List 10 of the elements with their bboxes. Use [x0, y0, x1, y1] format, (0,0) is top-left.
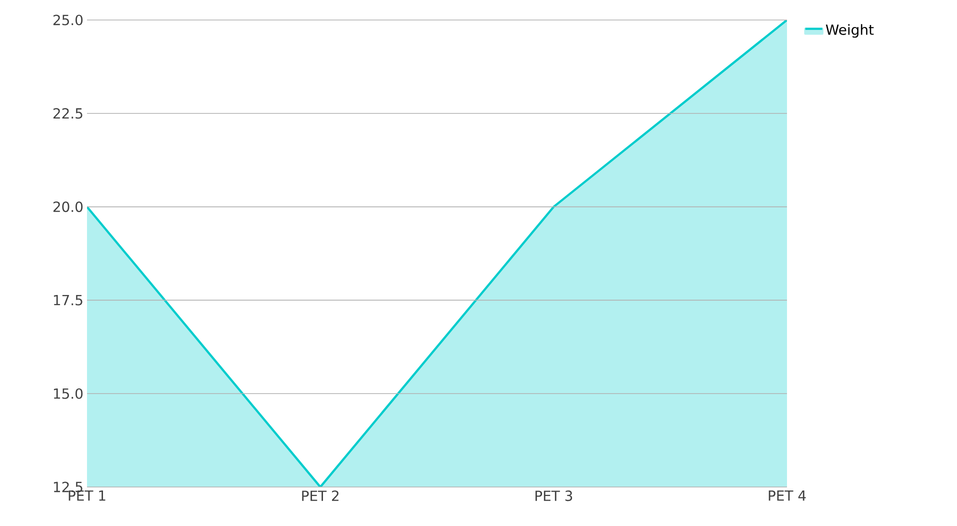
y-tick-label: 15.0 — [54, 388, 83, 399]
x-tick-label: PET 4 — [768, 490, 806, 501]
legend-label: Weight — [826, 24, 874, 38]
x-tick-label: PET 3 — [536, 490, 572, 502]
y-tick-label: 20.0 — [53, 202, 83, 212]
x-tick-label: PET 2 — [302, 490, 338, 501]
y-tick-label: 17.5 — [54, 295, 82, 306]
y-tick-label: 25.0 — [53, 14, 83, 26]
x-tick-label: PET 1 — [68, 490, 106, 501]
y-tick-label: 22.5 — [53, 108, 82, 119]
